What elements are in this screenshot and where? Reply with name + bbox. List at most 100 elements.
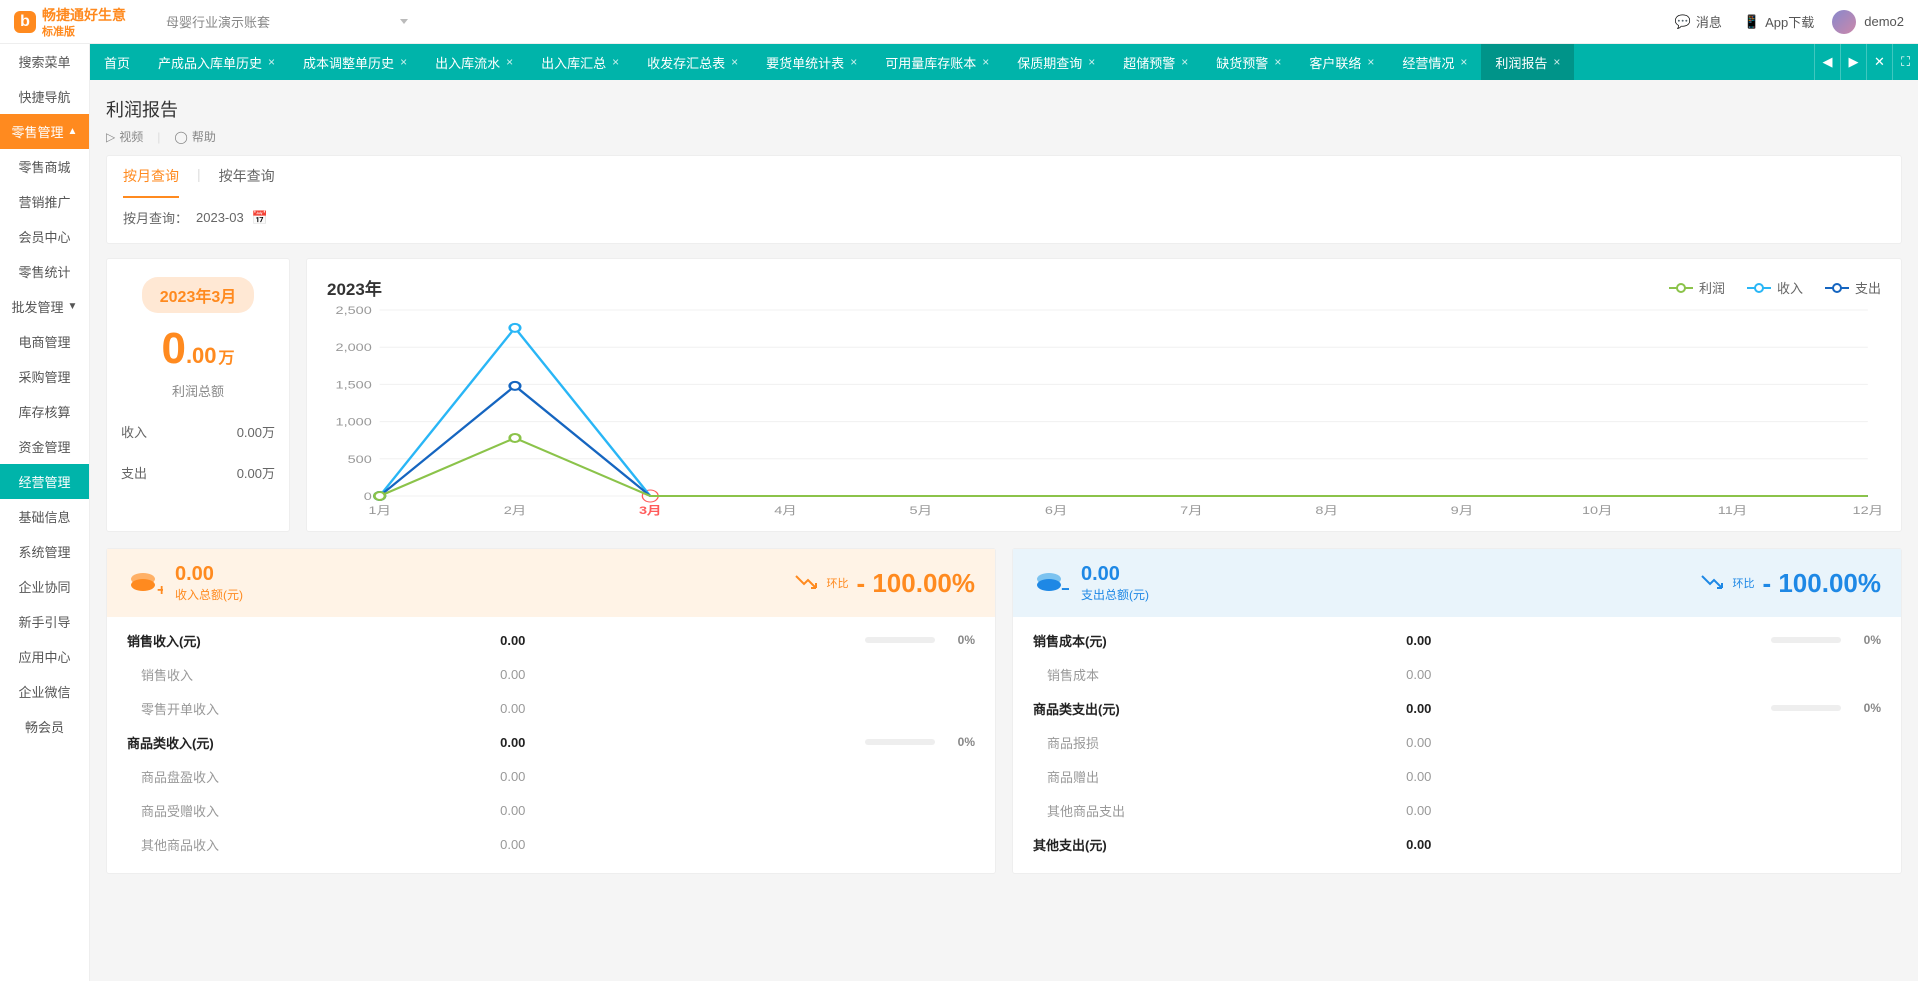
sidebar-item[interactable]: 库存核算 bbox=[0, 394, 89, 429]
close-icon[interactable]: × bbox=[400, 55, 407, 69]
sidebar-item[interactable]: 畅会员 bbox=[0, 709, 89, 744]
sidebar-item[interactable]: 批发管理▼ bbox=[0, 289, 89, 324]
close-icon[interactable]: × bbox=[612, 55, 619, 69]
svg-text:−: − bbox=[1061, 579, 1069, 599]
help-row: ▷ 视频 | ◯ 帮助 bbox=[106, 128, 1902, 145]
tab[interactable]: 要货单统计表× bbox=[752, 44, 871, 80]
close-icon[interactable]: × bbox=[850, 55, 857, 69]
sidebar-item[interactable]: 会员中心 bbox=[0, 219, 89, 254]
legend-item[interactable]: 支出 bbox=[1825, 278, 1881, 297]
tab[interactable]: 出入库汇总× bbox=[527, 44, 633, 80]
tab-by-year[interactable]: 按年查询 bbox=[219, 166, 275, 198]
table-row: 商品盘盈收入0.00 bbox=[127, 759, 975, 793]
tab[interactable]: 收发存汇总表× bbox=[633, 44, 752, 80]
sidebar-item[interactable]: 电商管理 bbox=[0, 324, 89, 359]
close-icon[interactable]: × bbox=[1553, 55, 1560, 69]
legend-item[interactable]: 收入 bbox=[1747, 278, 1803, 297]
close-icon[interactable]: × bbox=[268, 55, 275, 69]
close-icon[interactable]: × bbox=[982, 55, 989, 69]
tab[interactable]: 经营情况× bbox=[1388, 44, 1481, 80]
account-selector[interactable]: 母婴行业演示账套 bbox=[166, 12, 408, 31]
table-row: 销售收入0.00 bbox=[127, 657, 975, 691]
tab[interactable]: 首页 bbox=[90, 44, 144, 80]
tab-scroll-right[interactable]: ▶ bbox=[1840, 44, 1866, 80]
svg-text:1,000: 1,000 bbox=[336, 415, 372, 428]
tab[interactable]: 可用量库存账本× bbox=[871, 44, 1003, 80]
fullscreen-toggle[interactable]: ⛶ bbox=[1892, 44, 1918, 80]
sidebar-item[interactable]: 系统管理 bbox=[0, 534, 89, 569]
tab[interactable]: 利润报告× bbox=[1481, 44, 1574, 80]
app-download-link[interactable]: 📱 App下载 bbox=[1744, 12, 1814, 31]
svg-text:10月: 10月 bbox=[1582, 504, 1613, 517]
sidebar-item[interactable]: 零售管理▲ bbox=[0, 114, 89, 149]
tab[interactable]: 出入库流水× bbox=[421, 44, 527, 80]
tab-bar: 首页产成品入库单历史×成本调整单历史×出入库流水×出入库汇总×收发存汇总表×要货… bbox=[90, 44, 1918, 80]
tab-close-all[interactable]: ✕ bbox=[1866, 44, 1892, 80]
sidebar-item[interactable]: 资金管理 bbox=[0, 429, 89, 464]
tab[interactable]: 保质期查询× bbox=[1003, 44, 1109, 80]
tab[interactable]: 超储预警× bbox=[1109, 44, 1202, 80]
svg-text:1月: 1月 bbox=[368, 504, 391, 517]
svg-text:0: 0 bbox=[364, 490, 372, 503]
chart-legend: 利润 收入 支出 bbox=[1669, 278, 1881, 297]
top-bar: b 畅捷通好生意 标准版 母婴行业演示账套 💬 消息 📱 App下载 demo2 bbox=[0, 0, 1918, 44]
income-panel: + 0.00 收入总额(元) 环比 - 100.00% bbox=[106, 548, 996, 874]
sidebar-item[interactable]: 经营管理 bbox=[0, 464, 89, 499]
brand-name: 畅捷通好生意 bbox=[42, 5, 126, 25]
sidebar-item[interactable]: 应用中心 bbox=[0, 639, 89, 674]
svg-text:1,500: 1,500 bbox=[336, 378, 372, 391]
close-icon[interactable]: × bbox=[1181, 55, 1188, 69]
query-label: 按月查询： bbox=[123, 208, 188, 227]
svg-text:3月: 3月 bbox=[639, 504, 662, 517]
help-link[interactable]: ◯ 帮助 bbox=[174, 128, 215, 145]
content-area: 首页产成品入库单历史×成本调整单历史×出入库流水×出入库汇总×收发存汇总表×要货… bbox=[90, 44, 1918, 981]
username[interactable]: demo2 bbox=[1864, 14, 1904, 29]
sidebar-item[interactable]: 企业协同 bbox=[0, 569, 89, 604]
sidebar-item[interactable]: 基础信息 bbox=[0, 499, 89, 534]
tab-by-month[interactable]: 按月查询 bbox=[123, 166, 179, 198]
close-icon[interactable]: × bbox=[1367, 55, 1374, 69]
tab[interactable]: 产成品入库单历史× bbox=[144, 44, 289, 80]
income-icon: + bbox=[127, 565, 163, 601]
close-icon[interactable]: × bbox=[1274, 55, 1281, 69]
table-row: 商品报损0.00 bbox=[1033, 725, 1881, 759]
sidebar-item[interactable]: 快捷导航 bbox=[0, 79, 89, 114]
expense-hb-label: 环比 bbox=[1732, 575, 1754, 591]
sidebar-item[interactable]: 企业微信 bbox=[0, 674, 89, 709]
video-link[interactable]: ▷ 视频 bbox=[106, 128, 143, 145]
sidebar-item[interactable]: 零售商城 bbox=[0, 149, 89, 184]
messages-link[interactable]: 💬 消息 bbox=[1675, 12, 1722, 31]
svg-text:12月: 12月 bbox=[1853, 504, 1881, 517]
expense-panel: − 0.00 支出总额(元) 环比 - 100.00% bbox=[1012, 548, 1902, 874]
chevron-down-icon bbox=[400, 19, 408, 24]
svg-text:8月: 8月 bbox=[1315, 504, 1338, 517]
svg-text:7月: 7月 bbox=[1180, 504, 1203, 517]
sidebar-item[interactable]: 新手引导 bbox=[0, 604, 89, 639]
table-row: 销售成本(元)0.000% bbox=[1033, 623, 1881, 657]
tab[interactable]: 成本调整单历史× bbox=[289, 44, 421, 80]
chart-card: 2023年 利润收入支出 05001,0001,5002,0002,5001月2… bbox=[306, 258, 1902, 532]
sidebar-item[interactable]: 搜索菜单 bbox=[0, 44, 89, 79]
close-icon[interactable]: × bbox=[506, 55, 513, 69]
table-row: 商品类支出(元)0.000% bbox=[1033, 691, 1881, 725]
income-header: + 0.00 收入总额(元) 环比 - 100.00% bbox=[107, 549, 995, 617]
table-row: 销售成本0.00 bbox=[1033, 657, 1881, 691]
expense-icon: − bbox=[1033, 565, 1069, 601]
expense-label: 支出总额(元) bbox=[1081, 586, 1149, 603]
tab[interactable]: 客户联络× bbox=[1295, 44, 1388, 80]
legend-item[interactable]: 利润 bbox=[1669, 278, 1725, 297]
svg-text:6月: 6月 bbox=[1045, 504, 1068, 517]
chart-title: 2023年 bbox=[327, 275, 382, 300]
avatar[interactable] bbox=[1832, 10, 1856, 34]
svg-text:4月: 4月 bbox=[774, 504, 797, 517]
sidebar-item[interactable]: 采购管理 bbox=[0, 359, 89, 394]
sidebar-item[interactable]: 营销推广 bbox=[0, 184, 89, 219]
close-icon[interactable]: × bbox=[1460, 55, 1467, 69]
close-icon[interactable]: × bbox=[731, 55, 738, 69]
income-value: 0.00 bbox=[175, 563, 243, 586]
tab-scroll-left[interactable]: ◀ bbox=[1814, 44, 1840, 80]
calendar-icon[interactable]: 📅 bbox=[252, 210, 268, 226]
tab[interactable]: 缺货预警× bbox=[1202, 44, 1295, 80]
close-icon[interactable]: × bbox=[1088, 55, 1095, 69]
sidebar-item[interactable]: 零售统计 bbox=[0, 254, 89, 289]
